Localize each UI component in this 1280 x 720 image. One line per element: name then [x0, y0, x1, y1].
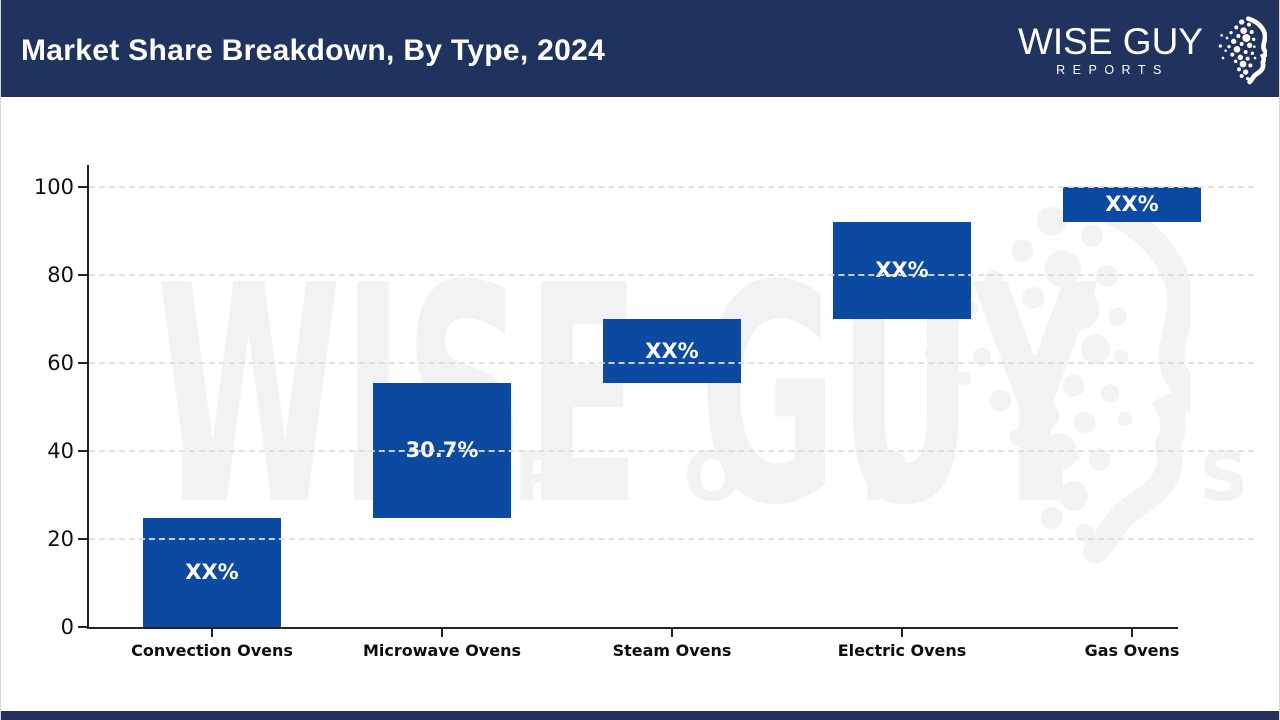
y-axis-tick [78, 185, 87, 188]
bar-value-label: XX% [875, 258, 929, 283]
bar-value-label: XX% [185, 560, 239, 585]
footer-bar [1, 711, 1279, 720]
bar-segment: XX% [143, 517, 281, 627]
y-gridline [89, 537, 1254, 540]
y-gridline [89, 449, 1254, 452]
y-axis-tick [78, 449, 87, 452]
x-axis-tick [671, 629, 673, 637]
y-axis-tick-label: 80 [47, 262, 74, 287]
x-axis-line [87, 627, 1178, 629]
y-axis-tick-label: 0 [60, 615, 74, 639]
x-axis-tick [901, 629, 903, 637]
y-axis-tick [78, 361, 87, 364]
y-axis-tick-label: 40 [47, 438, 74, 463]
waterfall-chart: 0 20 40 60 80 100 XX% Convection Ovens 30.7% Micr… [1, 97, 1279, 711]
x-axis-category-label: Convection Ovens [131, 641, 293, 660]
x-axis-category-label: Electric Ovens [837, 641, 967, 660]
x-axis-tick [441, 629, 443, 637]
x-axis-category-label: Steam Ovens [612, 641, 732, 660]
x-axis-tick [211, 629, 213, 637]
y-gridline [89, 185, 1254, 188]
y-axis-tick-label: 20 [47, 526, 74, 551]
brand-subtitle: REPORTS [1056, 63, 1169, 77]
brand-face-icon [1207, 9, 1267, 91]
bar-segment: XX% [603, 318, 741, 383]
brand-logo-text: WISE GUY REPORTS [1018, 23, 1203, 77]
y-axis-tick [78, 626, 87, 628]
brand-logo: WISE GUY REPORTS [1018, 6, 1267, 94]
bar-value-label: XX% [1105, 192, 1159, 217]
y-axis-line [87, 165, 89, 629]
header: Market Share Breakdown, By Type, 2024 WI… [1, 0, 1279, 97]
x-axis-category-label: Gas Ovens [1084, 641, 1180, 660]
bar-value-label: XX% [645, 338, 699, 363]
x-axis-tick [1131, 629, 1133, 637]
y-gridline [89, 273, 1254, 276]
y-axis-tick [78, 537, 87, 540]
y-gridline [89, 361, 1254, 364]
brand-name: WISE GUY [1017, 21, 1203, 62]
y-axis-tick [78, 273, 87, 276]
bar-segment: XX% [833, 221, 971, 319]
y-axis-tick-label: 100 [33, 174, 74, 199]
x-axis-category-label: Microwave Ovens [363, 641, 521, 660]
bar-segment: XX% [1063, 186, 1201, 222]
page-title: Market Share Breakdown, By Type, 2024 [21, 34, 606, 67]
y-axis-tick-label: 60 [47, 350, 74, 375]
